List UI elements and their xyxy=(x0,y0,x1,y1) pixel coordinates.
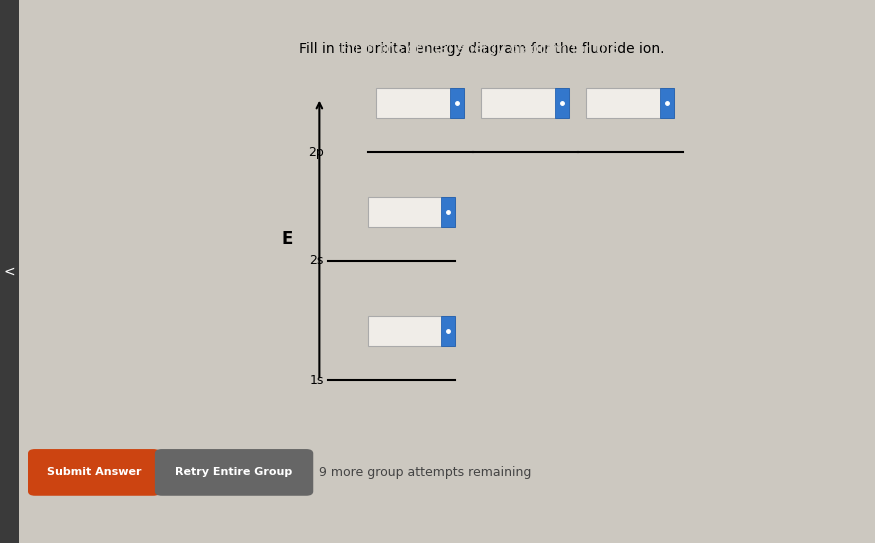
Text: 2s: 2s xyxy=(310,254,324,267)
FancyBboxPatch shape xyxy=(368,197,455,227)
Text: Fill in the orbital energy diagram for the fluoride ion.: Fill in the orbital energy diagram for t… xyxy=(298,42,664,56)
Text: <: < xyxy=(4,264,16,279)
FancyBboxPatch shape xyxy=(441,197,455,227)
FancyBboxPatch shape xyxy=(376,88,464,118)
Text: E: E xyxy=(282,230,293,248)
Text: Retry Entire Group: Retry Entire Group xyxy=(175,468,292,477)
Text: 9 more group attempts remaining: 9 more group attempts remaining xyxy=(319,466,532,479)
Text: 1s: 1s xyxy=(310,374,324,387)
Text: Fill in the orbital energy diagram for the: Fill in the orbital energy diagram for t… xyxy=(340,42,622,56)
Text: 2p: 2p xyxy=(308,146,324,159)
FancyBboxPatch shape xyxy=(28,449,160,496)
FancyBboxPatch shape xyxy=(481,88,569,118)
FancyBboxPatch shape xyxy=(586,88,674,118)
FancyBboxPatch shape xyxy=(660,88,674,118)
FancyBboxPatch shape xyxy=(555,88,569,118)
FancyBboxPatch shape xyxy=(155,449,313,496)
FancyBboxPatch shape xyxy=(450,88,464,118)
FancyBboxPatch shape xyxy=(441,316,455,346)
FancyBboxPatch shape xyxy=(368,316,455,346)
Text: Submit Answer: Submit Answer xyxy=(47,468,142,477)
FancyBboxPatch shape xyxy=(0,0,19,543)
